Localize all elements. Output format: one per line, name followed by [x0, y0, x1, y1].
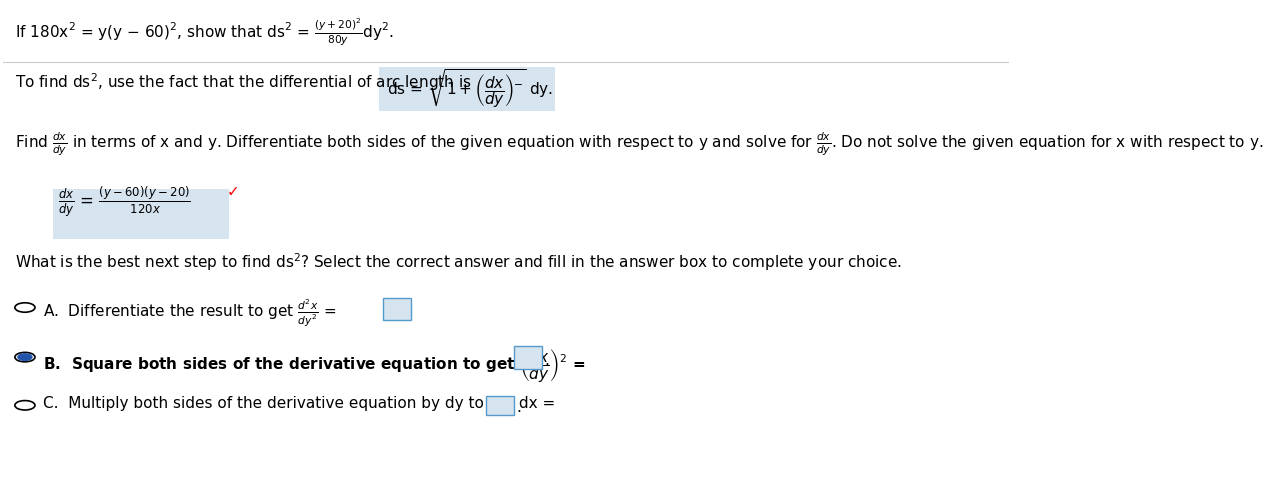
- Text: $\checkmark$: $\checkmark$: [227, 183, 238, 198]
- Text: ds = $\sqrt{1 + \left(\dfrac{dx}{dy}\right)^{\!\!-}\!}$ dy.: ds = $\sqrt{1 + \left(\dfrac{dx}{dy}\rig…: [387, 66, 553, 109]
- FancyBboxPatch shape: [52, 189, 229, 239]
- FancyBboxPatch shape: [515, 346, 543, 369]
- Text: Find $\frac{dx}{dy}$ in terms of x and y. Differentiate both sides of the given : Find $\frac{dx}{dy}$ in terms of x and y…: [15, 130, 1263, 158]
- FancyBboxPatch shape: [383, 298, 411, 320]
- Text: A.  Differentiate the result to get $\frac{d^2x}{dy^2}$ =: A. Differentiate the result to get $\fra…: [44, 298, 337, 329]
- Text: If 180x$^2$ = y(y $-$ 60)$^2$, show that ds$^2$ = $\frac{(y+20)^2}{80y}$dy$^2$.: If 180x$^2$ = y(y $-$ 60)$^2$, show that…: [15, 17, 394, 48]
- Text: .: .: [516, 400, 521, 415]
- Text: .: .: [544, 353, 549, 369]
- Text: C.  Multiply both sides of the derivative equation by dy to get dx =: C. Multiply both sides of the derivative…: [44, 396, 556, 411]
- Circle shape: [18, 354, 32, 360]
- FancyBboxPatch shape: [485, 396, 515, 415]
- Text: B.  Square both sides of the derivative equation to get $\left(\dfrac{dx}{dy}\ri: B. Square both sides of the derivative e…: [44, 347, 585, 384]
- Text: To find ds$^2$, use the fact that the differential of arc length is: To find ds$^2$, use the fact that the di…: [15, 71, 471, 93]
- FancyBboxPatch shape: [379, 66, 556, 111]
- Text: .: .: [397, 302, 402, 316]
- Text: What is the best next step to find ds$^2$? Select the correct answer and fill in: What is the best next step to find ds$^2…: [15, 251, 901, 272]
- Text: $\frac{dx}{dy}$ = $\frac{(y-60)(y-20)}{120x}$: $\frac{dx}{dy}$ = $\frac{(y-60)(y-20)}{1…: [58, 185, 191, 220]
